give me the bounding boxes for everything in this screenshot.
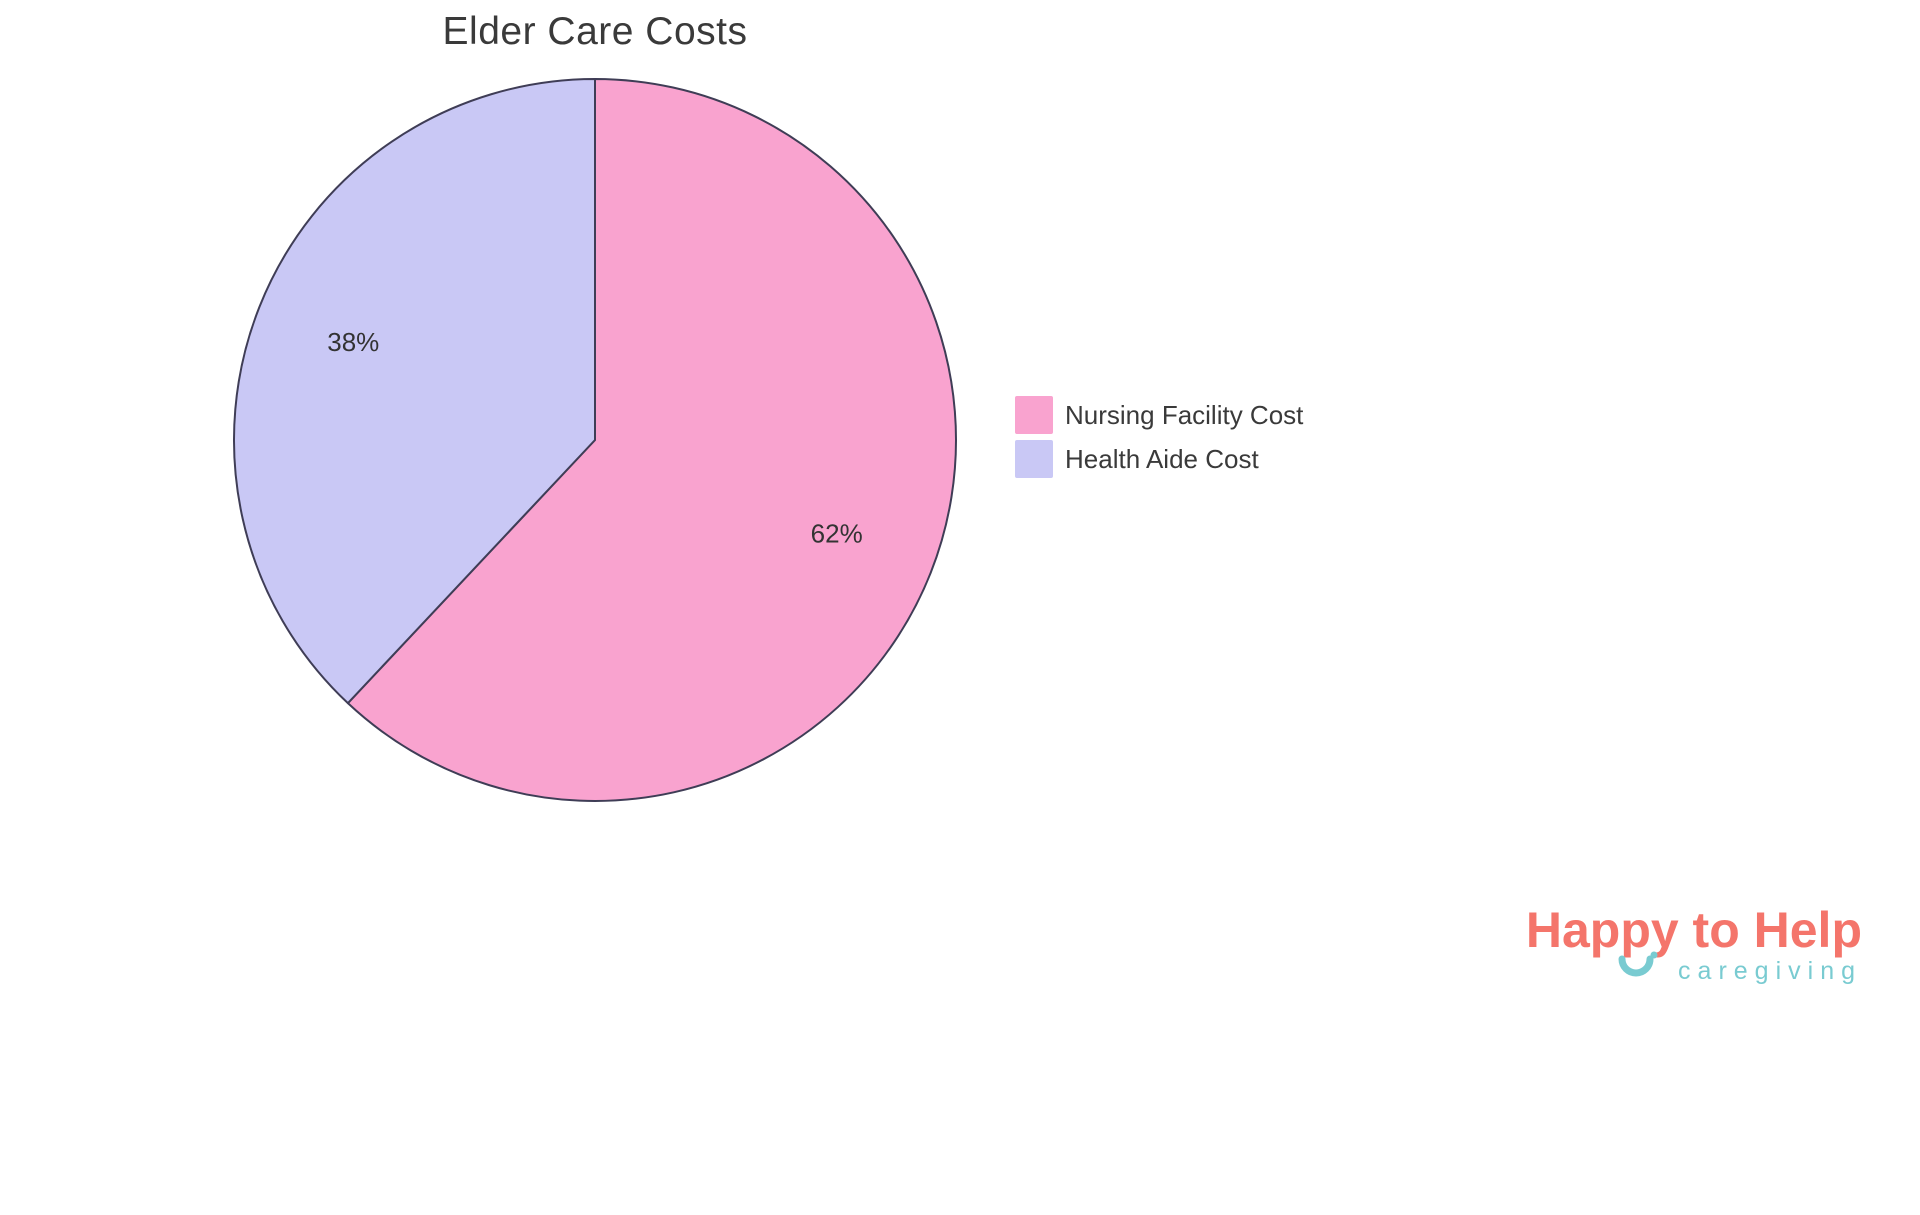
percent-label: 62% xyxy=(811,519,863,549)
legend-item-nursing-facility-cost: Nursing Facility Cost xyxy=(1015,396,1303,434)
legend-label: Health Aide Cost xyxy=(1065,443,1259,474)
brand-logo-subtext: caregiving xyxy=(1678,957,1862,985)
percent-label: 38% xyxy=(327,327,379,357)
legend-item-health-aide-cost: Health Aide Cost xyxy=(1015,440,1303,478)
brand-logo-text: Happy to Help xyxy=(1525,902,1862,958)
pie-slice-nursing-facility-cost xyxy=(346,78,957,802)
legend-swatch-nursing xyxy=(1015,396,1053,434)
pie-percent-labels: 62% 38% xyxy=(327,327,862,548)
pie-slices xyxy=(233,78,957,802)
legend: Nursing Facility Cost Health Aide Cost xyxy=(1015,396,1303,478)
brand-logo: Happy to Help caregiving xyxy=(1526,905,1862,986)
chart-title: Elder Care Costs xyxy=(442,10,748,53)
legend-swatch-health-aide xyxy=(1015,440,1053,478)
legend-label: Nursing Facility Cost xyxy=(1065,399,1304,430)
pie-slice-health-aide-cost xyxy=(233,78,596,705)
pie-chart: 62% 38% xyxy=(233,78,957,802)
